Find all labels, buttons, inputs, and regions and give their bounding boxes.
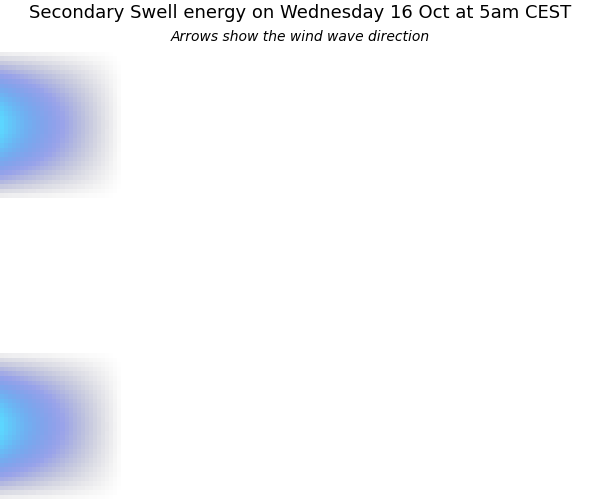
Text: Secondary Swell energy on Wednesday 16 Oct at 5am CEST: Secondary Swell energy on Wednesday 16 O…	[29, 5, 572, 22]
Text: Map data requires cartopy: Map data requires cartopy	[191, 267, 410, 285]
Text: Arrows show the wind wave direction: Arrows show the wind wave direction	[171, 30, 430, 44]
